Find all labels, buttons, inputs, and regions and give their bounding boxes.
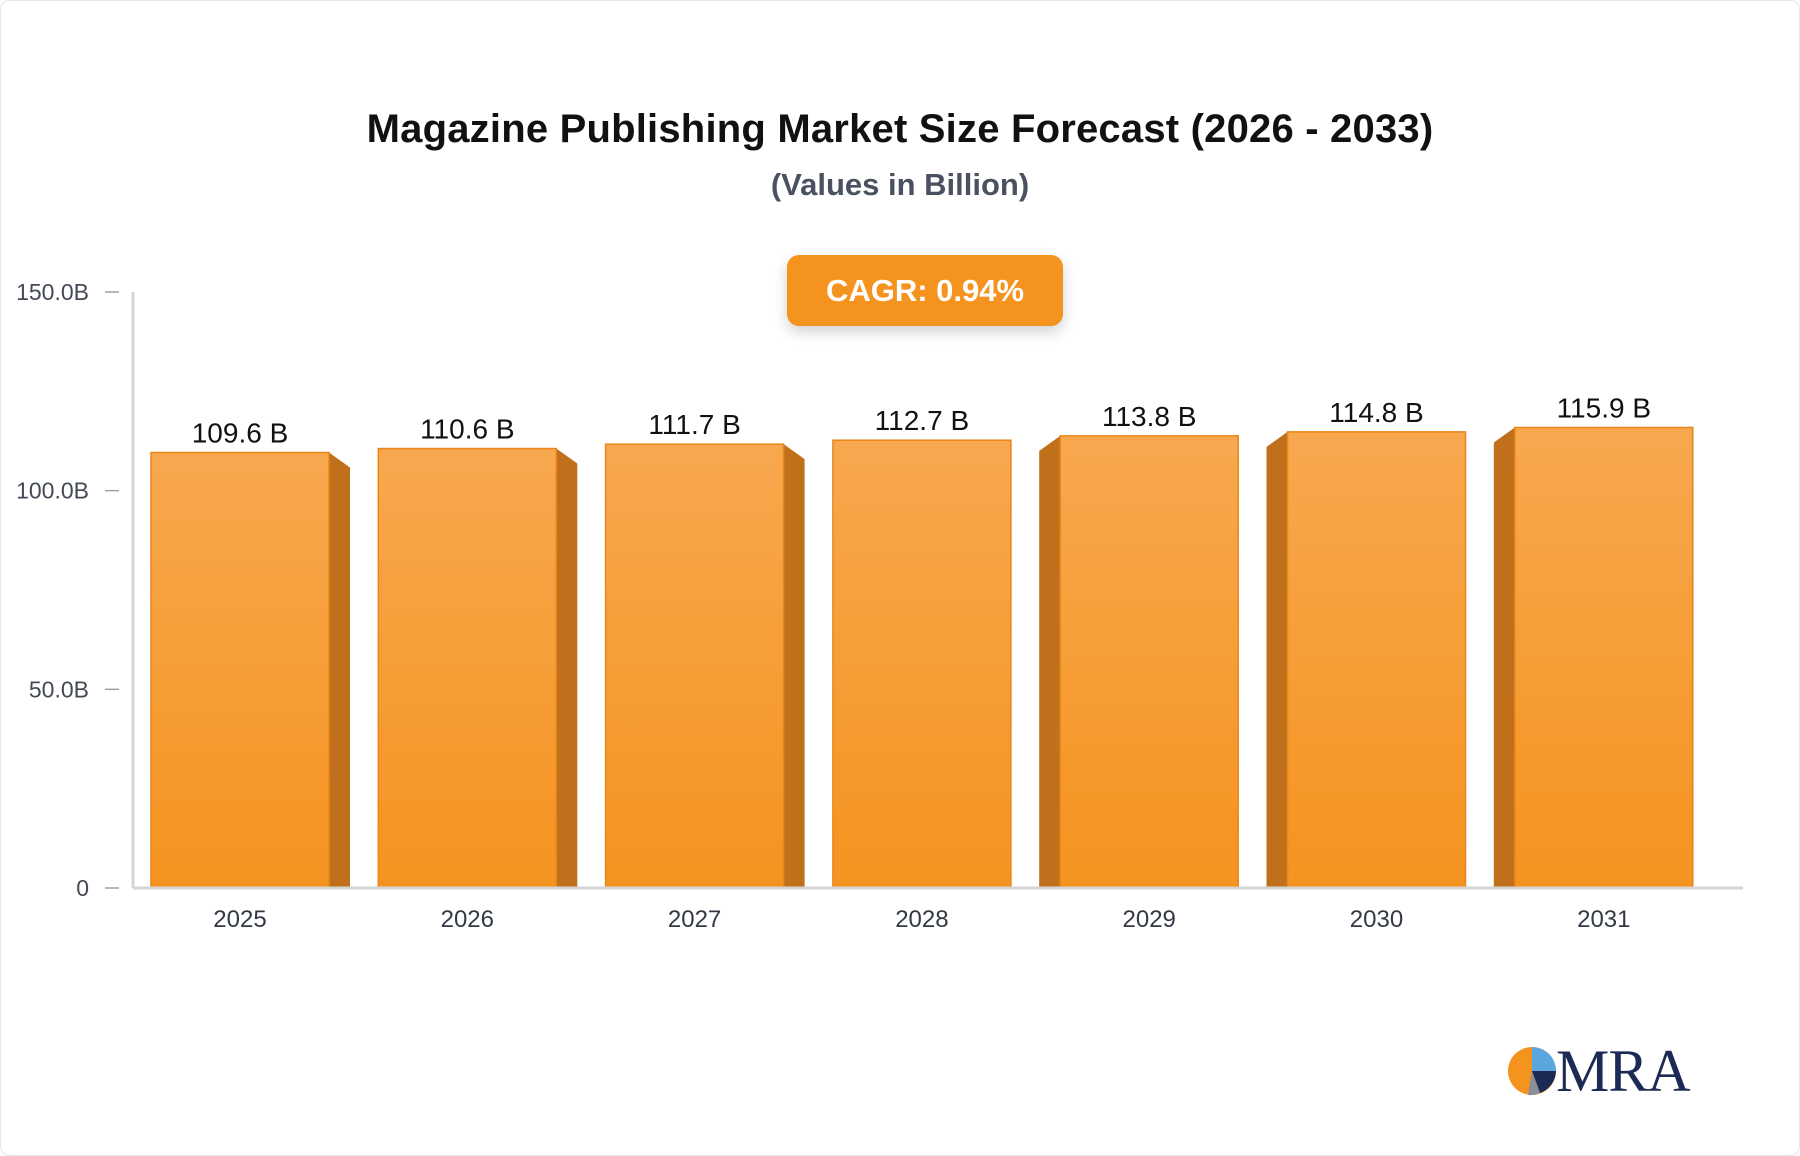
logo-pie-icon — [1508, 1047, 1556, 1096]
bar-side — [1266, 431, 1288, 888]
data-label: 109.6 B — [192, 418, 289, 449]
bar-group — [1266, 431, 1467, 889]
bar-side — [1493, 427, 1515, 888]
bar-side — [329, 452, 350, 888]
logo-text: MRA — [1556, 1038, 1691, 1104]
bar — [150, 451, 330, 889]
bar-group — [832, 439, 1012, 889]
x-tick-label: 2031 — [1577, 906, 1630, 933]
bar — [377, 447, 558, 889]
bar-group — [1493, 426, 1694, 889]
data-label: 110.6 B — [420, 414, 514, 445]
y-tick-label: 50.0B — [29, 676, 89, 702]
data-label: 115.9 B — [1557, 392, 1651, 423]
bar-group — [150, 451, 350, 889]
bar — [1059, 435, 1239, 889]
y-tick-label: 100.0B — [16, 478, 89, 504]
bar — [1514, 426, 1694, 889]
chart-subtitle: (Values in Billion) — [770, 167, 1030, 202]
data-label: 113.8 B — [1102, 401, 1196, 432]
bar — [1286, 431, 1467, 889]
x-tick-label: 2025 — [213, 906, 266, 933]
cagr-badge: CAGR: 0.94% — [787, 255, 1063, 326]
x-tick-label: 2026 — [441, 906, 494, 933]
x-tick-label: 2029 — [1123, 906, 1176, 933]
x-tick-label: 2028 — [895, 906, 948, 933]
x-tick-label: 2027 — [668, 906, 721, 933]
bar-group — [1039, 435, 1239, 889]
data-label: 112.7 B — [875, 405, 969, 436]
data-label: 114.8 B — [1329, 397, 1423, 428]
x-tick-label: 2030 — [1350, 906, 1403, 933]
chart-title: Magazine Publishing Market Size Forecast… — [366, 107, 1434, 151]
bar-side — [556, 448, 578, 888]
data-label: 111.7 B — [648, 409, 740, 440]
bar — [604, 443, 785, 889]
bar-group — [604, 443, 805, 889]
bar-side — [1039, 435, 1061, 888]
bar-side — [783, 444, 805, 888]
mra-logo: MRA — [1506, 1041, 1706, 1101]
y-tick-label: 150.0B — [16, 279, 89, 305]
y-tick-label: 0 — [76, 875, 89, 901]
bar-group — [377, 447, 578, 889]
bar — [832, 439, 1012, 889]
